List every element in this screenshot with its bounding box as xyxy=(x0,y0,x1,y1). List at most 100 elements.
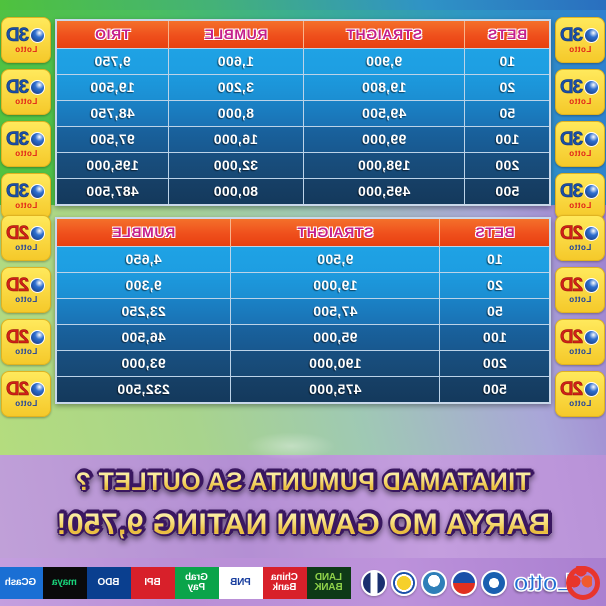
badge-3d-lotto[interactable]: 3D Lotto xyxy=(555,121,605,167)
background-top-sliver xyxy=(0,0,606,10)
payment-bpi[interactable]: BPI xyxy=(130,567,175,599)
lotto-ball-icon xyxy=(30,28,46,43)
table-row: 500 475,000 232,500 xyxy=(57,376,549,402)
payout-table-3d: BETS STRAIGHT RUMBLE TRIO 10 9,900 1,600… xyxy=(55,19,551,206)
lotto-ball-icon xyxy=(584,382,600,397)
lotto-ball-icon xyxy=(30,278,46,293)
cell-rumble: 80,000 xyxy=(168,178,304,204)
cell-bet: 100 xyxy=(439,324,549,351)
badge-word: Lotto xyxy=(14,201,38,210)
cell-straight: 9,900 xyxy=(303,48,465,75)
table-row: 200 198,000 32,000 195,000 xyxy=(57,152,549,179)
badge-2d-lotto[interactable]: 2D Lotto xyxy=(1,267,51,313)
cell-straight: 475,000 xyxy=(230,376,440,402)
cell-straight: 190,000 xyxy=(230,350,440,377)
lotto-ball-icon xyxy=(584,184,600,199)
lotto-ball-icon xyxy=(584,28,600,43)
cell-bet: 20 xyxy=(439,272,549,299)
cell-bet: 10 xyxy=(439,246,549,273)
table-row: 100 95,000 46,500 xyxy=(57,324,549,351)
lotto-ball-icon xyxy=(584,278,600,293)
badge-number: 3D xyxy=(6,25,30,47)
badge-2d-lotto[interactable]: 2D Lotto xyxy=(555,319,605,365)
badge-word: Lotto xyxy=(14,149,38,158)
lotto-ball-icon xyxy=(30,330,46,345)
cell-trio: 48,750 xyxy=(57,100,169,127)
payment-partners: LAND BANK China Bank PNB Grab Pay BPI BD… xyxy=(0,566,351,600)
cell-trio: 97,500 xyxy=(57,126,169,153)
badge-2d-lotto[interactable]: 2D Lotto xyxy=(1,319,51,365)
payment-maya[interactable]: maya xyxy=(42,567,87,599)
cell-rumble: 9,300 xyxy=(57,272,231,299)
table-row: 50 49,500 8,000 48,750 xyxy=(57,100,549,127)
payment-pnb[interactable]: PNB xyxy=(218,567,263,599)
table-row: 500 495,000 80,000 487,500 xyxy=(57,178,549,204)
cell-rumble: 4,650 xyxy=(57,246,231,273)
cell-bet: 500 xyxy=(464,178,549,204)
cell-bet: 50 xyxy=(464,100,549,127)
badge-3d-lotto[interactable]: 3D Lotto xyxy=(1,69,51,115)
badge-number: 3D xyxy=(560,77,584,99)
badge-3d-lotto[interactable]: 3D Lotto xyxy=(1,17,51,63)
badge-2d-lotto[interactable]: 2D Lotto xyxy=(1,371,51,417)
column-header-straight: STRAIGHT xyxy=(230,219,440,247)
cell-straight: 9,500 xyxy=(230,246,440,273)
gov-seal-icon xyxy=(420,570,447,596)
payment-gcash[interactable]: GCash xyxy=(0,567,43,599)
badge-number: 2D xyxy=(560,275,584,297)
badge-3d-lotto[interactable]: 3D Lotto xyxy=(555,17,605,63)
payment-chinabank[interactable]: China Bank xyxy=(262,567,307,599)
badge-word: Lotto xyxy=(14,243,38,252)
payout-table-2d: BETS STRAIGHT RUMBLE 10 9,500 4,650 20 1… xyxy=(55,217,551,404)
badge-word: Lotto xyxy=(568,347,592,356)
badge-word: Lotto xyxy=(568,243,592,252)
badge-number: 2D xyxy=(560,379,584,401)
badge-2d-lotto[interactable]: 2D Lotto xyxy=(1,215,51,261)
badge-3d-lotto[interactable]: 3D Lotto xyxy=(555,69,605,115)
cell-straight: 99,000 xyxy=(303,126,465,153)
badge-word: Lotto xyxy=(14,347,38,356)
lotto-ball-icon xyxy=(30,132,46,147)
lotto-ball-icon xyxy=(30,80,46,95)
payment-landbank[interactable]: LAND BANK xyxy=(306,567,351,599)
column-header-bets: BETS xyxy=(439,219,549,247)
cell-trio: 195,000 xyxy=(57,152,169,179)
table-row: 20 19,000 9,300 xyxy=(57,272,549,299)
badge-word: Lotto xyxy=(568,149,592,158)
badge-word: Lotto xyxy=(568,295,592,304)
badge-number: 2D xyxy=(560,327,584,349)
column-header-bets: BETS xyxy=(464,21,549,49)
table-row: 10 9,900 1,600 9,750 xyxy=(57,48,549,75)
badge-word: Lotto xyxy=(14,97,38,106)
cell-trio: 9,750 xyxy=(57,48,169,75)
table-row: 50 47,500 23,250 xyxy=(57,298,549,325)
badge-number: 3D xyxy=(560,181,584,203)
badge-number: 3D xyxy=(6,181,30,203)
badge-2d-lotto[interactable]: 2D Lotto xyxy=(555,215,605,261)
oklotto-brand-logo[interactable]: Lotto xyxy=(514,566,600,600)
cell-rumble: 232,500 xyxy=(57,376,231,402)
column-header-rumble: RUMBLE xyxy=(168,21,304,49)
cell-bet: 200 xyxy=(464,152,549,179)
badge-number: 3D xyxy=(6,129,30,151)
lotto-ball-icon xyxy=(30,184,46,199)
payment-bdo[interactable]: BDO xyxy=(86,567,131,599)
badge-2d-lotto[interactable]: 2D Lotto xyxy=(555,371,605,417)
badge-2d-lotto[interactable]: 2D Lotto xyxy=(555,267,605,313)
lotto-ball-icon xyxy=(30,382,46,397)
cell-rumble: 3,200 xyxy=(168,74,304,101)
badge-word: Lotto xyxy=(14,45,38,54)
payment-grabpay[interactable]: Grab Pay xyxy=(174,567,219,599)
rail-right-3d: 3D Lotto 3D Lotto 3D Lotto xyxy=(0,14,52,222)
cell-rumble: 8,000 xyxy=(168,100,304,127)
footer-logo-strip: Lotto LAND BANK China Bank PNB Grab Pay … xyxy=(0,560,606,606)
cell-bet: 10 xyxy=(464,48,549,75)
cell-straight: 198,000 xyxy=(303,152,465,179)
cell-rumble: 46,500 xyxy=(57,324,231,351)
badge-3d-lotto[interactable]: 3D Lotto xyxy=(1,121,51,167)
lotto-ball-icon xyxy=(30,226,46,241)
cell-straight: 19,000 xyxy=(230,272,440,299)
badge-number: 2D xyxy=(560,223,584,245)
lotto-ball-icon xyxy=(584,330,600,345)
